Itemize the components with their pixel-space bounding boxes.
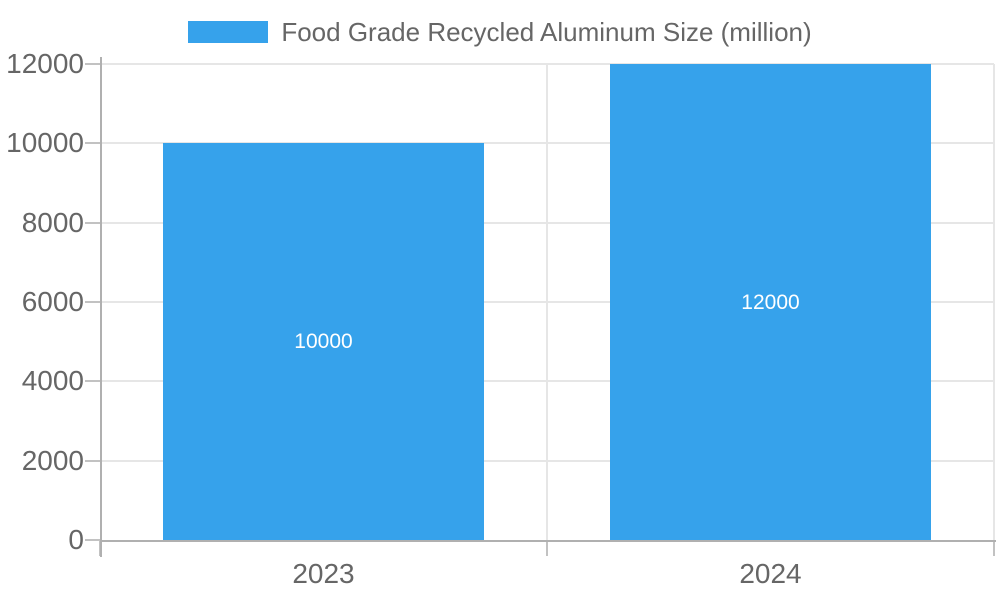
y-axis-tick <box>85 142 100 145</box>
x-axis-category-label: 2024 <box>739 558 802 589</box>
category-boundary-gridline <box>993 64 995 540</box>
y-axis-tick-label: 8000 <box>21 206 84 238</box>
x-axis-tick <box>993 540 995 556</box>
chart-legend[interactable]: Food Grade Recycled Aluminum Size (milli… <box>0 17 1000 47</box>
y-axis-line <box>100 57 102 557</box>
y-axis-tick-label: 2000 <box>21 444 84 476</box>
y-axis-tick-label: 6000 <box>21 286 84 317</box>
bar-2023[interactable]: 10000 <box>162 143 485 540</box>
y-axis-tick <box>85 221 100 224</box>
x-axis-category-label: 2023 <box>292 558 355 589</box>
legend-label: Food Grade Recycled Aluminum Size (milli… <box>281 17 812 47</box>
bar-2024[interactable]: 12000 <box>609 64 932 540</box>
y-axis-tick-label: 4000 <box>21 365 84 397</box>
y-axis-tick-label: 10000 <box>6 127 84 159</box>
x-axis-tick <box>546 540 548 556</box>
y-axis-tick <box>85 539 100 541</box>
bar-value-label: 10000 <box>294 330 353 354</box>
y-axis-tick <box>85 301 100 303</box>
y-axis-tick-label: 12000 <box>6 48 84 79</box>
x-axis-line <box>100 540 996 542</box>
y-axis-tick <box>85 380 100 383</box>
bar-value-label: 12000 <box>741 290 800 314</box>
category-boundary-gridline <box>546 64 548 540</box>
y-axis-tick-label: 0 <box>68 524 84 555</box>
y-axis-tick <box>85 63 100 65</box>
y-axis-tick <box>85 459 100 462</box>
legend-swatch <box>188 21 269 43</box>
